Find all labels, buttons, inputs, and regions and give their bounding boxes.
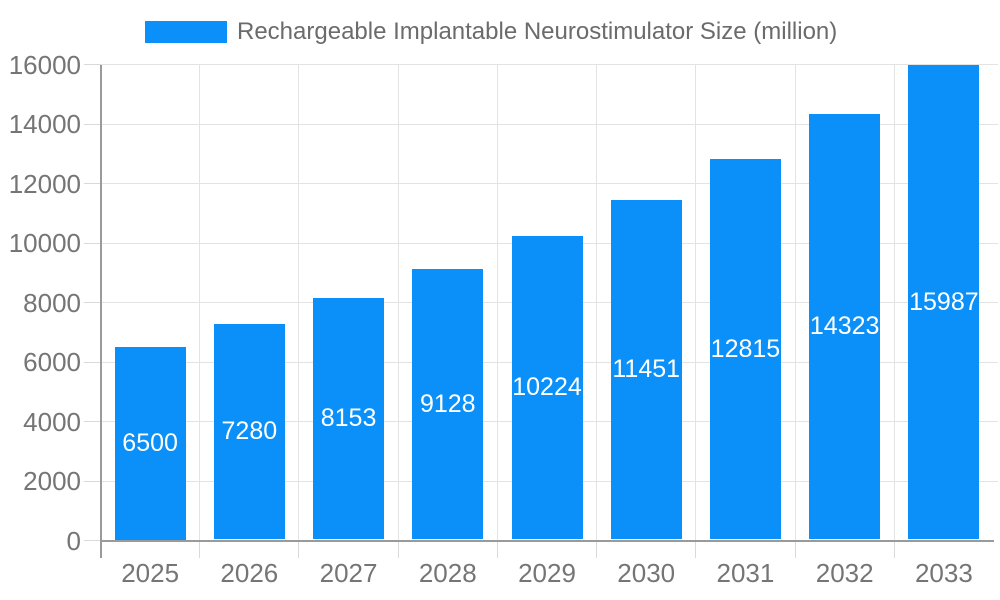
y-axis-label: 16000 <box>8 49 81 80</box>
bar: 10224 <box>511 236 583 540</box>
bar: 7280 <box>213 323 285 540</box>
bar: 15987 <box>908 64 980 540</box>
x-gridline <box>794 64 796 541</box>
y-gridline <box>100 183 998 184</box>
y-axis-label: 14000 <box>8 109 81 139</box>
y-axis-label: 12000 <box>8 168 81 199</box>
x-axis-label: 2029 <box>518 558 576 588</box>
x-axis-tick <box>695 540 697 558</box>
x-gridline <box>496 64 498 541</box>
x-axis-tick <box>298 540 300 558</box>
y-axis-tick <box>83 421 101 422</box>
bar: 11451 <box>610 199 682 540</box>
bar-value-label: 7280 <box>221 417 278 446</box>
bar: 14323 <box>809 114 881 540</box>
y-axis-tick <box>83 123 101 125</box>
x-axis-label: 2025 <box>121 558 180 588</box>
y-axis-tick <box>83 540 101 541</box>
x-axis-label: 2026 <box>220 558 279 588</box>
y-axis-label: 6000 <box>23 347 81 377</box>
y-axis-label: 10000 <box>8 228 81 258</box>
x-gridline <box>397 64 399 541</box>
x-axis-tick <box>596 540 598 558</box>
bar: 9128 <box>412 268 484 540</box>
y-axis-tick <box>83 361 101 363</box>
bar: 8153 <box>313 297 385 540</box>
x-axis-tick <box>893 540 895 558</box>
bar-value-label: 12815 <box>710 334 781 363</box>
x-axis-tick <box>794 540 796 558</box>
x-axis-line <box>100 539 994 542</box>
legend-series-label: Rechargeable Implantable Neurostimulator… <box>237 18 838 45</box>
y-axis-label: 8000 <box>23 287 81 318</box>
bar-value-label: 8153 <box>320 404 377 433</box>
x-gridline <box>199 64 201 541</box>
x-gridline <box>596 64 598 541</box>
y-axis-label: 4000 <box>23 406 81 437</box>
bar-value-label: 11451 <box>612 355 681 384</box>
bar-value-label: 9128 <box>419 389 476 418</box>
bar-value-label: 6500 <box>122 428 178 457</box>
x-axis-tick <box>397 540 399 558</box>
y-axis-tick <box>83 302 101 303</box>
bar: 6500 <box>114 347 186 540</box>
y-axis-line <box>99 64 102 558</box>
x-axis-tick <box>496 540 498 558</box>
y-axis-tick <box>83 242 101 244</box>
x-axis-label: 2031 <box>716 558 775 588</box>
x-axis-tick <box>199 540 201 558</box>
y-axis-tick <box>83 64 101 65</box>
y-axis-tick <box>83 183 101 184</box>
legend-swatch <box>145 21 227 43</box>
x-gridline <box>695 64 697 541</box>
bar-value-label: 15987 <box>909 287 979 316</box>
x-axis-label: 2028 <box>418 558 477 588</box>
y-axis-label: 2000 <box>23 466 81 496</box>
x-gridline <box>893 64 895 541</box>
bar: 12815 <box>709 159 781 540</box>
bar-value-label: 10224 <box>512 373 582 402</box>
x-axis-label: 2030 <box>617 558 676 588</box>
x-axis-label: 2032 <box>815 558 874 588</box>
x-gridline <box>298 64 300 541</box>
bar-value-label: 14323 <box>809 312 880 341</box>
y-axis-label: 0 <box>66 525 81 556</box>
x-axis-label: 2033 <box>914 558 973 588</box>
x-axis-label: 2027 <box>319 558 378 588</box>
y-gridline <box>100 123 998 125</box>
y-axis-tick <box>83 480 101 482</box>
chart-legend: Rechargeable Implantable Neurostimulator… <box>0 0 1000 56</box>
y-gridline <box>100 64 998 65</box>
